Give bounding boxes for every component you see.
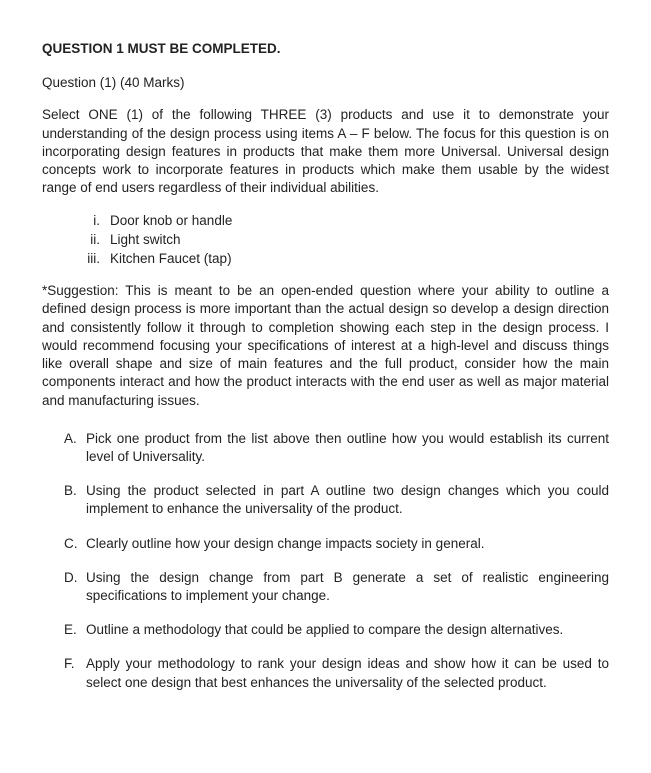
alpha-marker: A. bbox=[64, 430, 86, 466]
roman-text: Light switch bbox=[110, 231, 181, 249]
alpha-item: B. Using the product selected in part A … bbox=[64, 482, 609, 518]
alpha-text: Pick one product from the list above the… bbox=[86, 430, 609, 466]
alpha-marker: B. bbox=[64, 482, 86, 518]
roman-marker: ii. bbox=[72, 231, 110, 249]
alpha-item: F. Apply your methodology to rank your d… bbox=[64, 655, 609, 691]
alpha-text: Using the design change from part B gene… bbox=[86, 569, 609, 605]
roman-marker: iii. bbox=[72, 250, 110, 268]
alpha-item: D. Using the design change from part B g… bbox=[64, 569, 609, 605]
roman-text: Kitchen Faucet (tap) bbox=[110, 250, 232, 268]
intro-paragraph: Select ONE (1) of the following THREE (3… bbox=[42, 106, 609, 197]
alpha-text: Using the product selected in part A out… bbox=[86, 482, 609, 518]
alpha-text: Outline a methodology that could be appl… bbox=[86, 621, 609, 639]
alpha-item: C. Clearly outline how your design chang… bbox=[64, 535, 609, 553]
roman-marker: i. bbox=[72, 212, 110, 230]
alpha-marker: E. bbox=[64, 621, 86, 639]
roman-item: ii. Light switch bbox=[72, 231, 609, 249]
alpha-item: A. Pick one product from the list above … bbox=[64, 430, 609, 466]
suggestion-paragraph: *Suggestion: This is meant to be an open… bbox=[42, 282, 609, 410]
roman-item: i. Door knob or handle bbox=[72, 212, 609, 230]
alpha-marker: D. bbox=[64, 569, 86, 605]
roman-item: iii. Kitchen Faucet (tap) bbox=[72, 250, 609, 268]
roman-list: i. Door knob or handle ii. Light switch … bbox=[72, 212, 609, 269]
alpha-text: Clearly outline how your design change i… bbox=[86, 535, 609, 553]
alpha-list: A. Pick one product from the list above … bbox=[64, 430, 609, 692]
alpha-text: Apply your methodology to rank your desi… bbox=[86, 655, 609, 691]
roman-text: Door knob or handle bbox=[110, 212, 232, 230]
alpha-marker: C. bbox=[64, 535, 86, 553]
alpha-item: E. Outline a methodology that could be a… bbox=[64, 621, 609, 639]
page-heading: QUESTION 1 MUST BE COMPLETED. bbox=[42, 40, 609, 58]
alpha-marker: F. bbox=[64, 655, 86, 691]
question-line: Question (1) (40 Marks) bbox=[42, 74, 609, 92]
